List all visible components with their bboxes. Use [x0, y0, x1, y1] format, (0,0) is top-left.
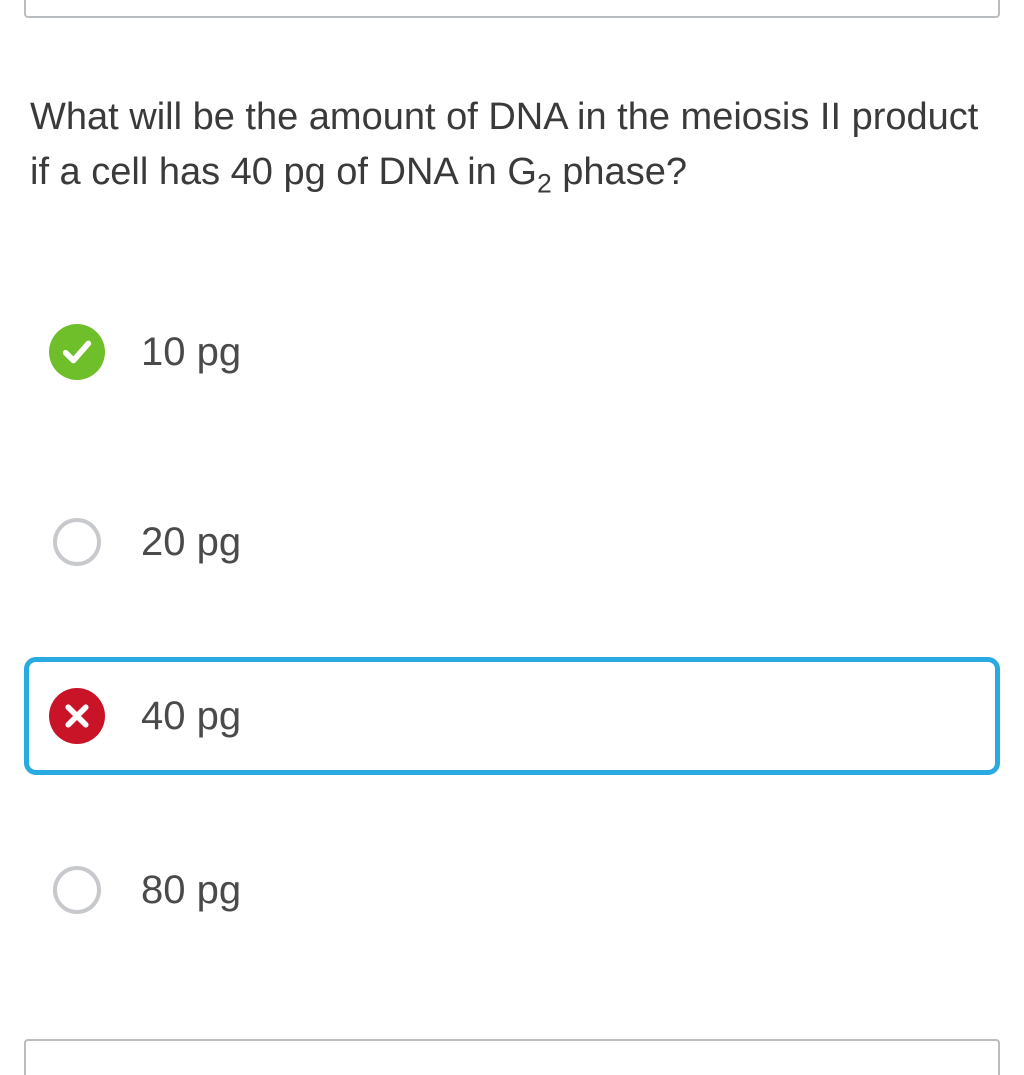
- options-list: 10 pg 20 pg 40 pg 80 pg: [24, 293, 1000, 949]
- option-label: 20 pg: [141, 520, 241, 565]
- option-label: 40 pg: [141, 694, 241, 739]
- checkmark-icon: [49, 324, 105, 380]
- correct-indicator: [49, 324, 105, 380]
- radio-empty-icon: [53, 518, 101, 566]
- bottom-box-fragment: [24, 1039, 1000, 1075]
- radio-indicator: [49, 862, 105, 918]
- question-part-1: What will be the amount of DNA in the me…: [30, 96, 978, 193]
- question-subscript: 2: [537, 169, 552, 199]
- radio-indicator: [49, 514, 105, 570]
- option-20pg[interactable]: 20 pg: [24, 483, 1000, 601]
- top-box-fragment: [24, 0, 1000, 18]
- cross-icon: [49, 688, 105, 744]
- question-text: What will be the amount of DNA in the me…: [24, 90, 1000, 203]
- option-label: 10 pg: [141, 330, 241, 375]
- wrong-indicator: [49, 688, 105, 744]
- option-10pg[interactable]: 10 pg: [24, 293, 1000, 411]
- option-label: 80 pg: [141, 868, 241, 913]
- option-40pg[interactable]: 40 pg: [24, 657, 1000, 775]
- question-part-2: phase?: [552, 151, 687, 193]
- option-80pg[interactable]: 80 pg: [24, 831, 1000, 949]
- radio-empty-icon: [53, 866, 101, 914]
